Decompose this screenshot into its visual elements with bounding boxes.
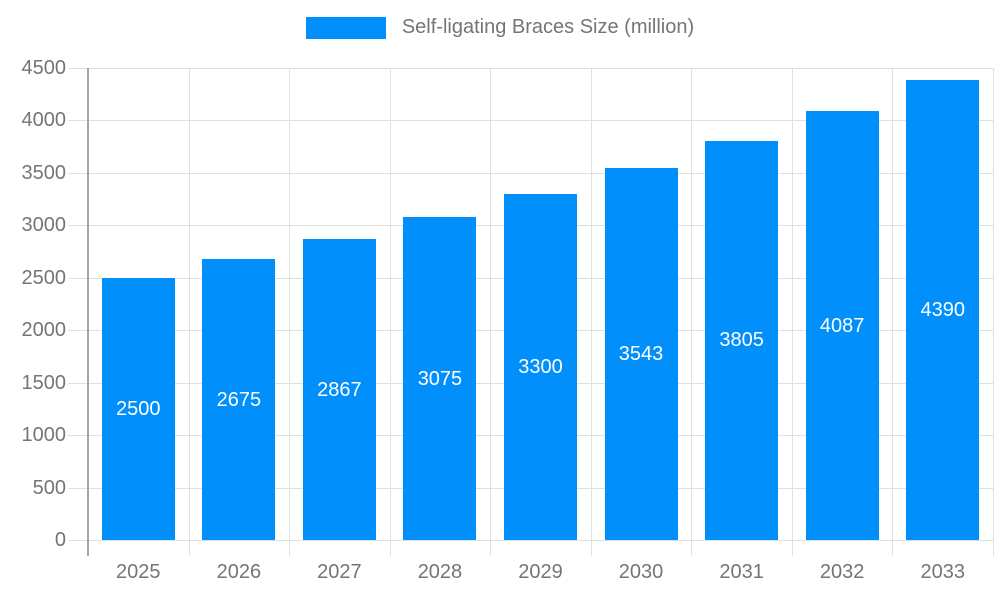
bar-value-label: 2500: [116, 397, 161, 420]
bar-value-label: 3805: [719, 329, 764, 352]
y-tick-label: 1000: [21, 424, 67, 447]
y-tick-label: 1500: [21, 371, 67, 394]
bar-2030[interactable]: 3543: [604, 168, 678, 540]
bar-2033[interactable]: 4390: [906, 79, 980, 540]
x-tick-label: 2029: [518, 561, 563, 583]
v-gridline: [188, 68, 190, 556]
v-gridline: [289, 68, 291, 556]
y-tick-label: 3000: [21, 214, 67, 237]
x-tick-label: 2033: [920, 561, 965, 583]
bar-2029[interactable]: 3300: [504, 193, 577, 540]
y-tick-label: 4000: [21, 109, 67, 132]
v-gridline: [691, 68, 693, 556]
x-tick-label: 2030: [618, 561, 664, 583]
bar-value-label: 3543: [618, 343, 664, 366]
v-gridline: [490, 68, 492, 556]
h-gridline: [68, 120, 993, 122]
x-tick-label: 2026: [216, 561, 262, 583]
y-tick-label: 2500: [21, 266, 67, 289]
bar-2028[interactable]: 3075: [403, 217, 477, 540]
bar-value-label: 4390: [920, 298, 965, 321]
legend-label: Self-ligating Braces Size (million): [401, 16, 695, 38]
v-gridline: [791, 68, 793, 556]
x-tick-label: 2028: [417, 561, 463, 583]
y-tick-label: 0: [54, 529, 66, 551]
v-gridline: [590, 68, 592, 556]
bar-value-label: 3075: [417, 367, 463, 390]
bar-value-label: 3300: [518, 355, 563, 378]
bar-2027[interactable]: 2867: [302, 239, 376, 540]
y-tick-label: 3500: [21, 161, 67, 184]
legend-swatch-icon: [305, 16, 386, 39]
bar-2025[interactable]: 2500: [101, 277, 175, 540]
x-tick-label: 2027: [317, 561, 362, 583]
v-gridline: [993, 68, 994, 556]
legend[interactable]: Self-ligating Braces Size (million): [0, 16, 1000, 39]
y-tick-label: 2000: [21, 319, 67, 342]
y-tick-label: 4500: [21, 57, 67, 79]
x-tick-label: 2031: [719, 561, 764, 583]
x-tick-label: 2032: [819, 561, 865, 583]
h-gridline: [68, 172, 993, 174]
h-gridline: [68, 68, 993, 69]
y-tick-label: 500: [32, 476, 66, 499]
bar-value-label: 4087: [819, 314, 865, 337]
bar-2032[interactable]: 4087: [805, 111, 879, 540]
bar-2031[interactable]: 3805: [705, 140, 779, 540]
plot-area: 2500 2675 2867 3075 3300 3543 3805 4087 4390: [68, 68, 994, 556]
x-tick-label: 2025: [116, 561, 161, 583]
bar-value-label: 2867: [317, 378, 362, 401]
bar-value-label: 2675: [216, 388, 262, 411]
bar-2026[interactable]: 2675: [202, 259, 276, 540]
v-gridline: [389, 68, 391, 556]
v-gridline: [892, 68, 894, 556]
h-gridline: [68, 540, 993, 541]
y-axis-line: [87, 68, 89, 556]
